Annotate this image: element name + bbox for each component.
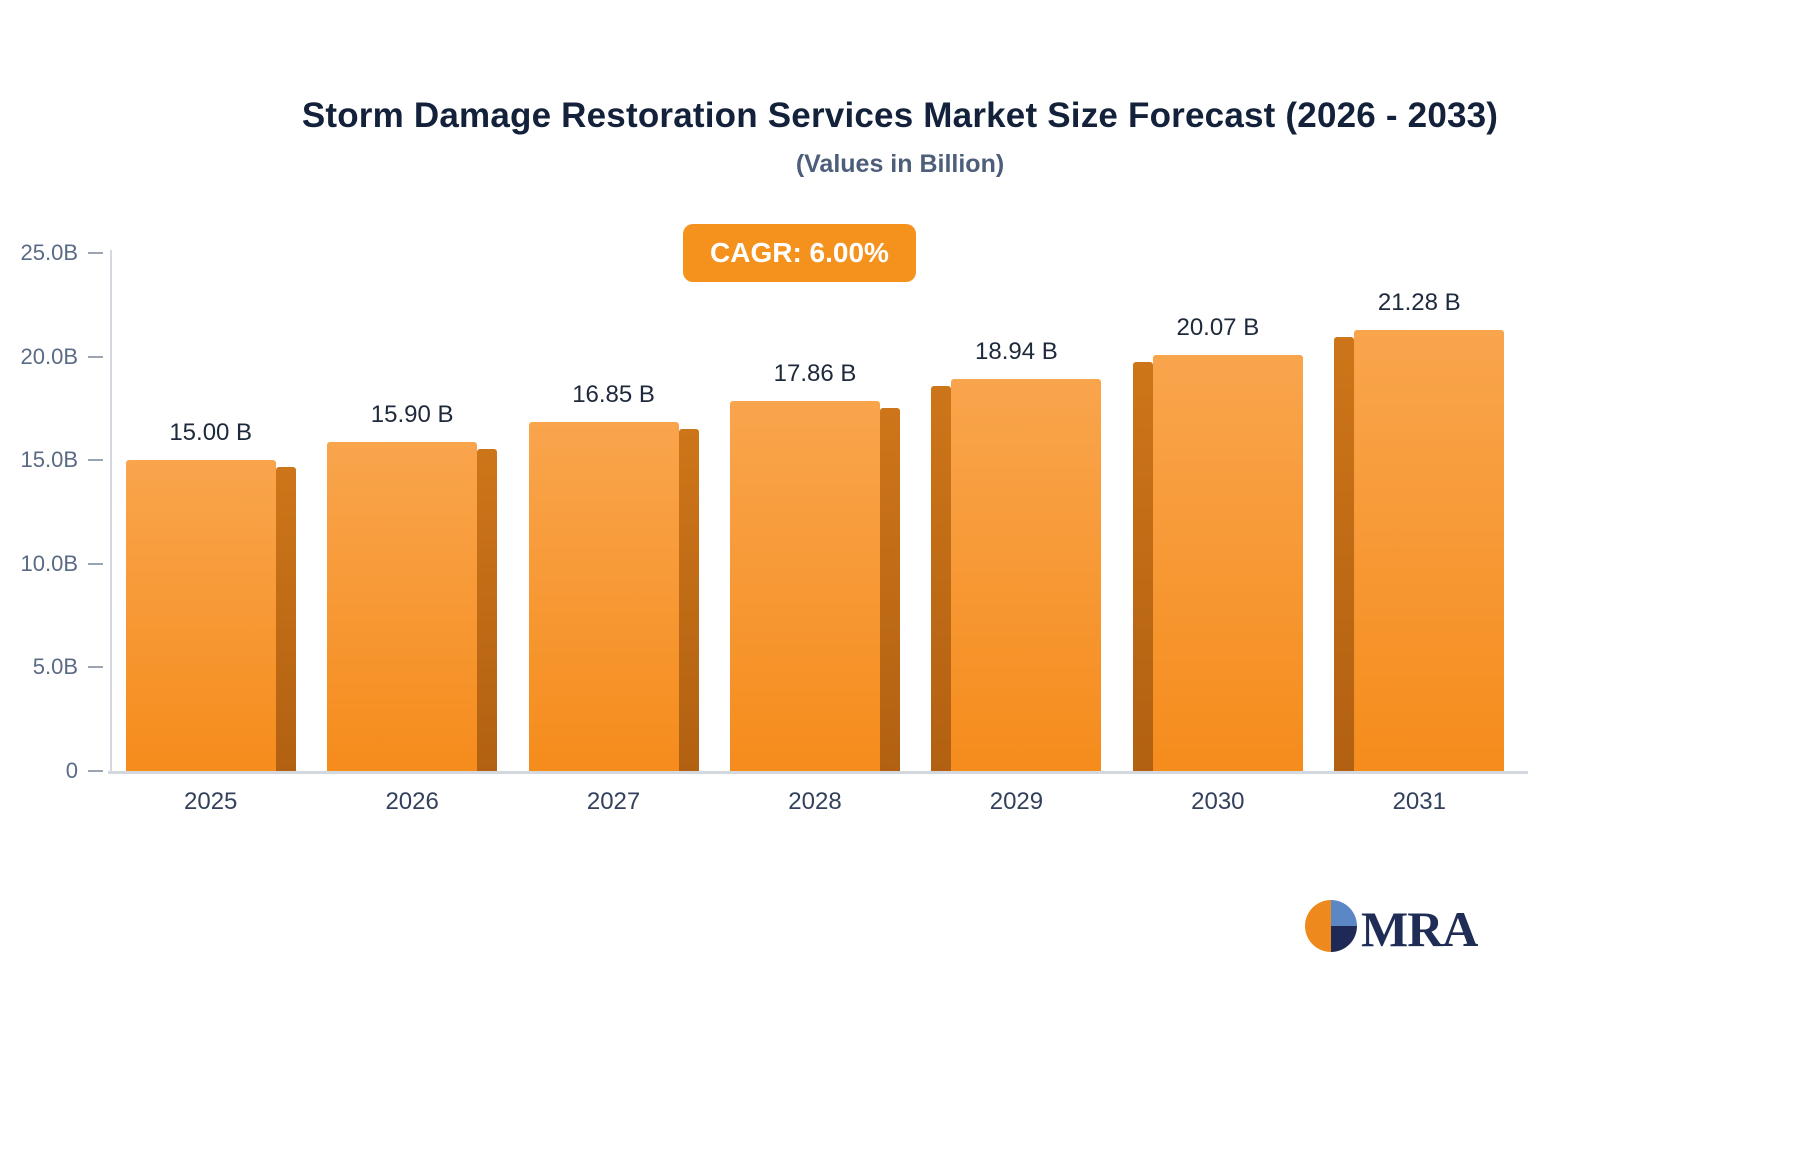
bar-side-face [880, 407, 900, 771]
bar-side-face [477, 448, 498, 771]
bar-value-label: 15.90 B [370, 400, 454, 428]
y-axis-tick-mark [88, 252, 103, 254]
pie-logo-icon [1305, 900, 1357, 957]
x-axis-label: 2029 [989, 788, 1044, 815]
y-axis-tick-mark [88, 666, 103, 669]
bar-2026 [327, 441, 478, 771]
bar-2028 [730, 400, 880, 771]
bar-2027 [528, 421, 679, 771]
bar-side-face [931, 385, 952, 771]
x-axis-label: 2027 [586, 788, 641, 815]
chart-title: Storm Damage Restoration Services Market… [301, 96, 1499, 135]
y-axis-line [110, 250, 112, 773]
x-axis-label: 2026 [385, 788, 439, 815]
bar-value-label: 15.00 B [169, 419, 253, 447]
bar-2031 [1354, 330, 1505, 771]
y-axis-tick-label: 0 [65, 758, 78, 783]
x-axis-line [108, 771, 1528, 774]
cagr-badge: CAGR: 6.00% [683, 224, 916, 282]
bar-2029 [951, 378, 1102, 771]
bar-side-face [678, 428, 699, 771]
x-axis-label: 2031 [1392, 788, 1446, 815]
brand-logo-text: MRA [1361, 900, 1478, 957]
y-axis-tick-mark [88, 355, 103, 358]
y-axis-tick-mark [88, 459, 103, 462]
bar-side-face [1132, 362, 1153, 771]
x-axis-label: 2025 [184, 788, 238, 815]
y-axis-tick-label: 25.0B [20, 240, 79, 265]
y-axis-tick-label: 10.0B [20, 550, 79, 576]
y-axis-tick-label: 20.0B [20, 343, 79, 369]
bar-value-label: 21.28 B [1377, 289, 1461, 317]
bar-value-label: 18.94 B [975, 337, 1058, 365]
bar-side-face [1334, 337, 1355, 771]
bar-2025 [125, 460, 276, 771]
y-axis-tick-label: 15.0B [20, 447, 79, 473]
bar-value-label: 20.07 B [1176, 314, 1260, 342]
bar-value-label: 16.85 B [572, 380, 655, 408]
brand-logo: MRA [1305, 900, 1478, 957]
chart-subtitle: (Values in Billion) [795, 150, 1005, 178]
y-axis-tick-label: 5.0B [32, 654, 78, 680]
x-axis-label: 2030 [1191, 788, 1245, 815]
x-axis-label: 2028 [788, 788, 842, 815]
y-axis-tick-mark [88, 562, 103, 565]
bar-side-face [275, 467, 296, 771]
bar-value-label: 17.86 B [773, 359, 857, 387]
y-axis-tick-mark [88, 770, 103, 772]
bar-2030 [1152, 355, 1303, 771]
